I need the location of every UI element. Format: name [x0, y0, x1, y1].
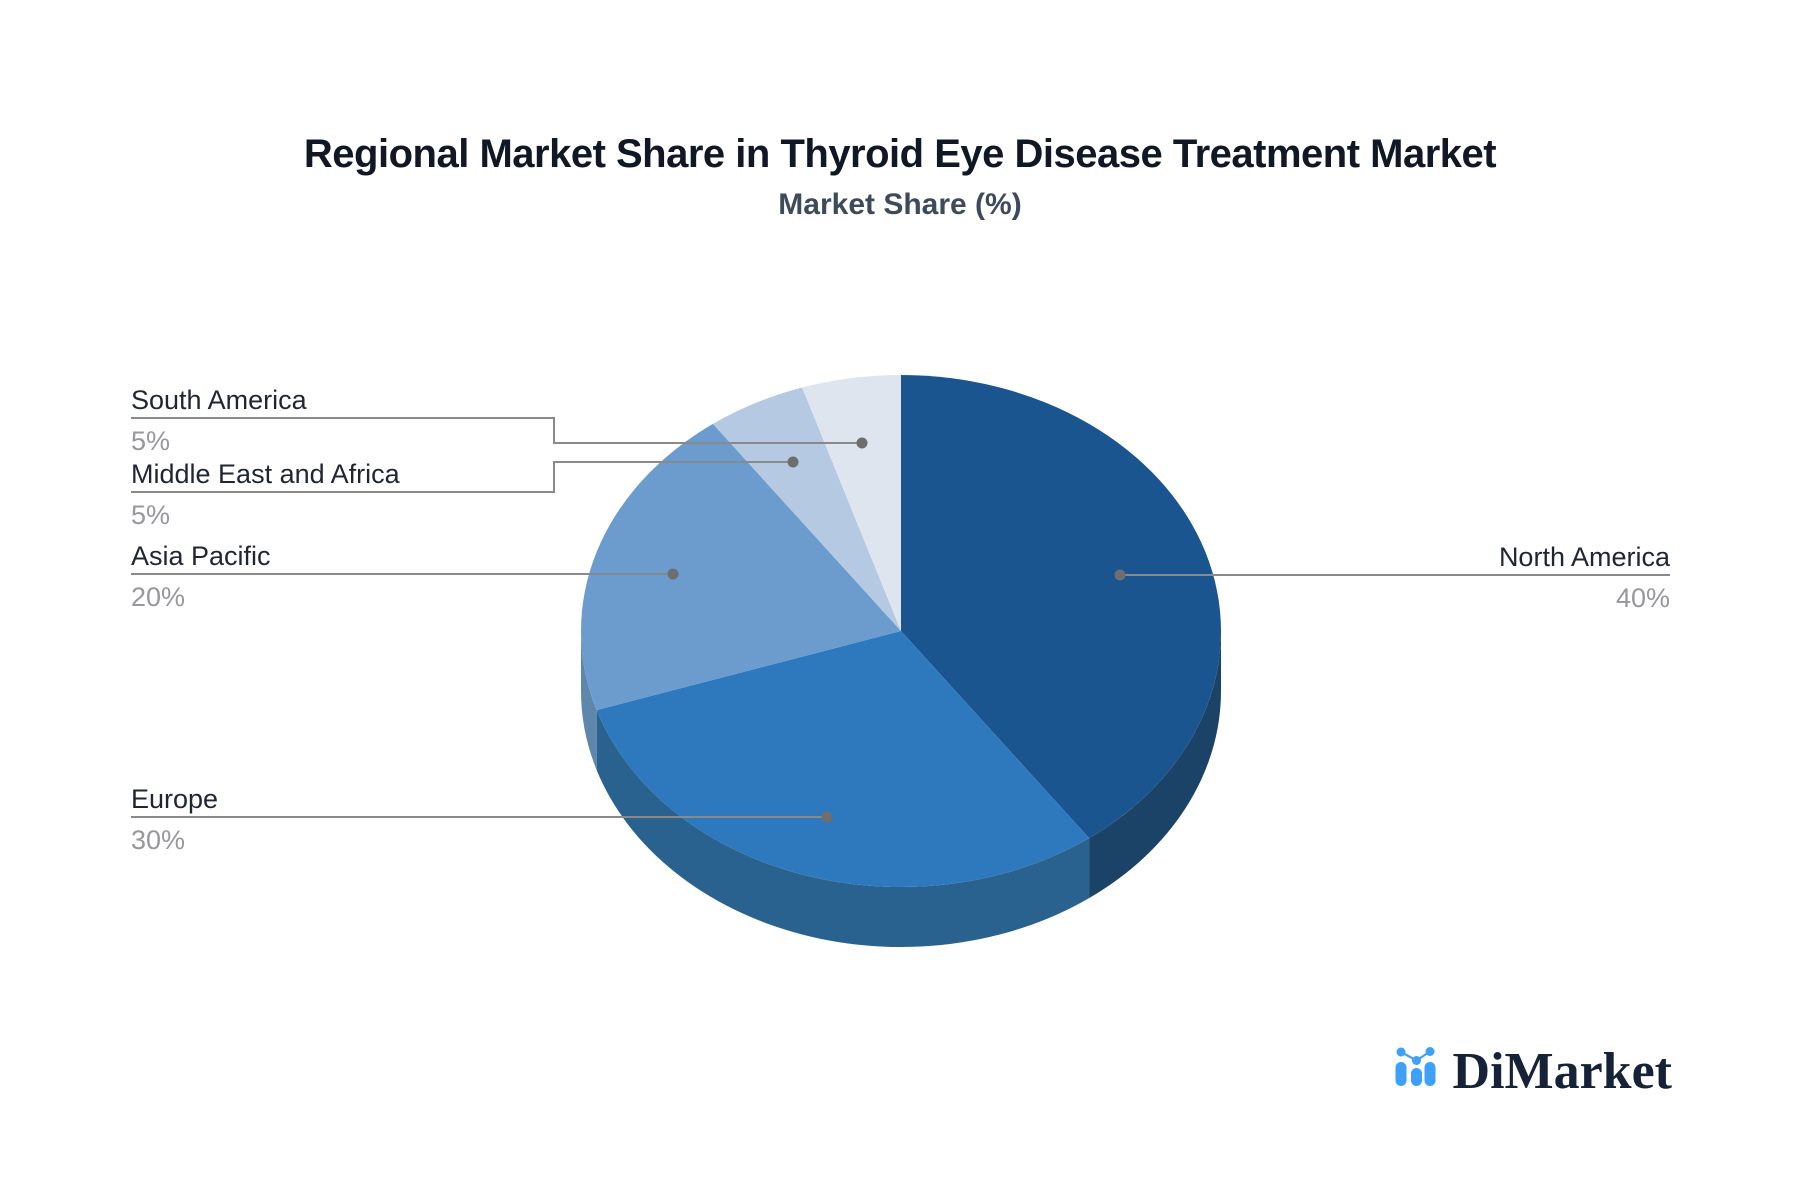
- brand-logo-text: DiMarket: [1452, 1043, 1672, 1100]
- dot-north-america: [1114, 569, 1126, 581]
- dot-south-america: [856, 437, 868, 449]
- label-asia-pacific: Asia Pacific: [131, 541, 271, 571]
- chart-title: Regional Market Share in Thyroid Eye Dis…: [303, 132, 1497, 176]
- pie-slice-north-america[interactable]: [901, 375, 1221, 839]
- value-south-america: 5%: [131, 426, 171, 456]
- pie-slice-asia-pacific[interactable]: [581, 423, 901, 711]
- label-europe: Europe: [131, 784, 219, 814]
- pie-slice-side-asia-pacific: [581, 631, 597, 771]
- bar-chart-with-dots-icon: [1395, 1047, 1436, 1086]
- connector-dots: [667, 437, 1126, 823]
- chart-subtitle: Market Share (%): [778, 188, 1022, 221]
- value-asia-pacific: 20%: [131, 582, 186, 612]
- pie-slice-side-europe: [596, 710, 1090, 947]
- value-middle-east-and-africa: 5%: [131, 500, 171, 530]
- pie-slice-middle-east-and-africa[interactable]: [712, 387, 901, 631]
- value-north-america: 40%: [1615, 583, 1670, 613]
- pie-slice-south-america[interactable]: [802, 375, 901, 631]
- connector-south-america: [131, 417, 862, 444]
- label-south-america: South America: [131, 385, 307, 415]
- label-north-america: North America: [1498, 542, 1670, 572]
- pie-slice-side-north-america: [1089, 631, 1221, 899]
- brand-logo: DiMarket: [1395, 1046, 1672, 1098]
- label-connectors: [131, 417, 1670, 818]
- label-middle-east-and-africa: Middle East and Africa: [131, 459, 400, 489]
- dot-middle-east-and-africa: [787, 456, 799, 468]
- dot-asia-pacific: [667, 568, 679, 580]
- connector-middle-east-and-africa: [131, 461, 793, 493]
- value-europe: 30%: [131, 825, 186, 855]
- pie-slice-europe[interactable]: [596, 631, 1090, 888]
- dot-europe: [821, 811, 833, 823]
- pie: [581, 375, 1221, 947]
